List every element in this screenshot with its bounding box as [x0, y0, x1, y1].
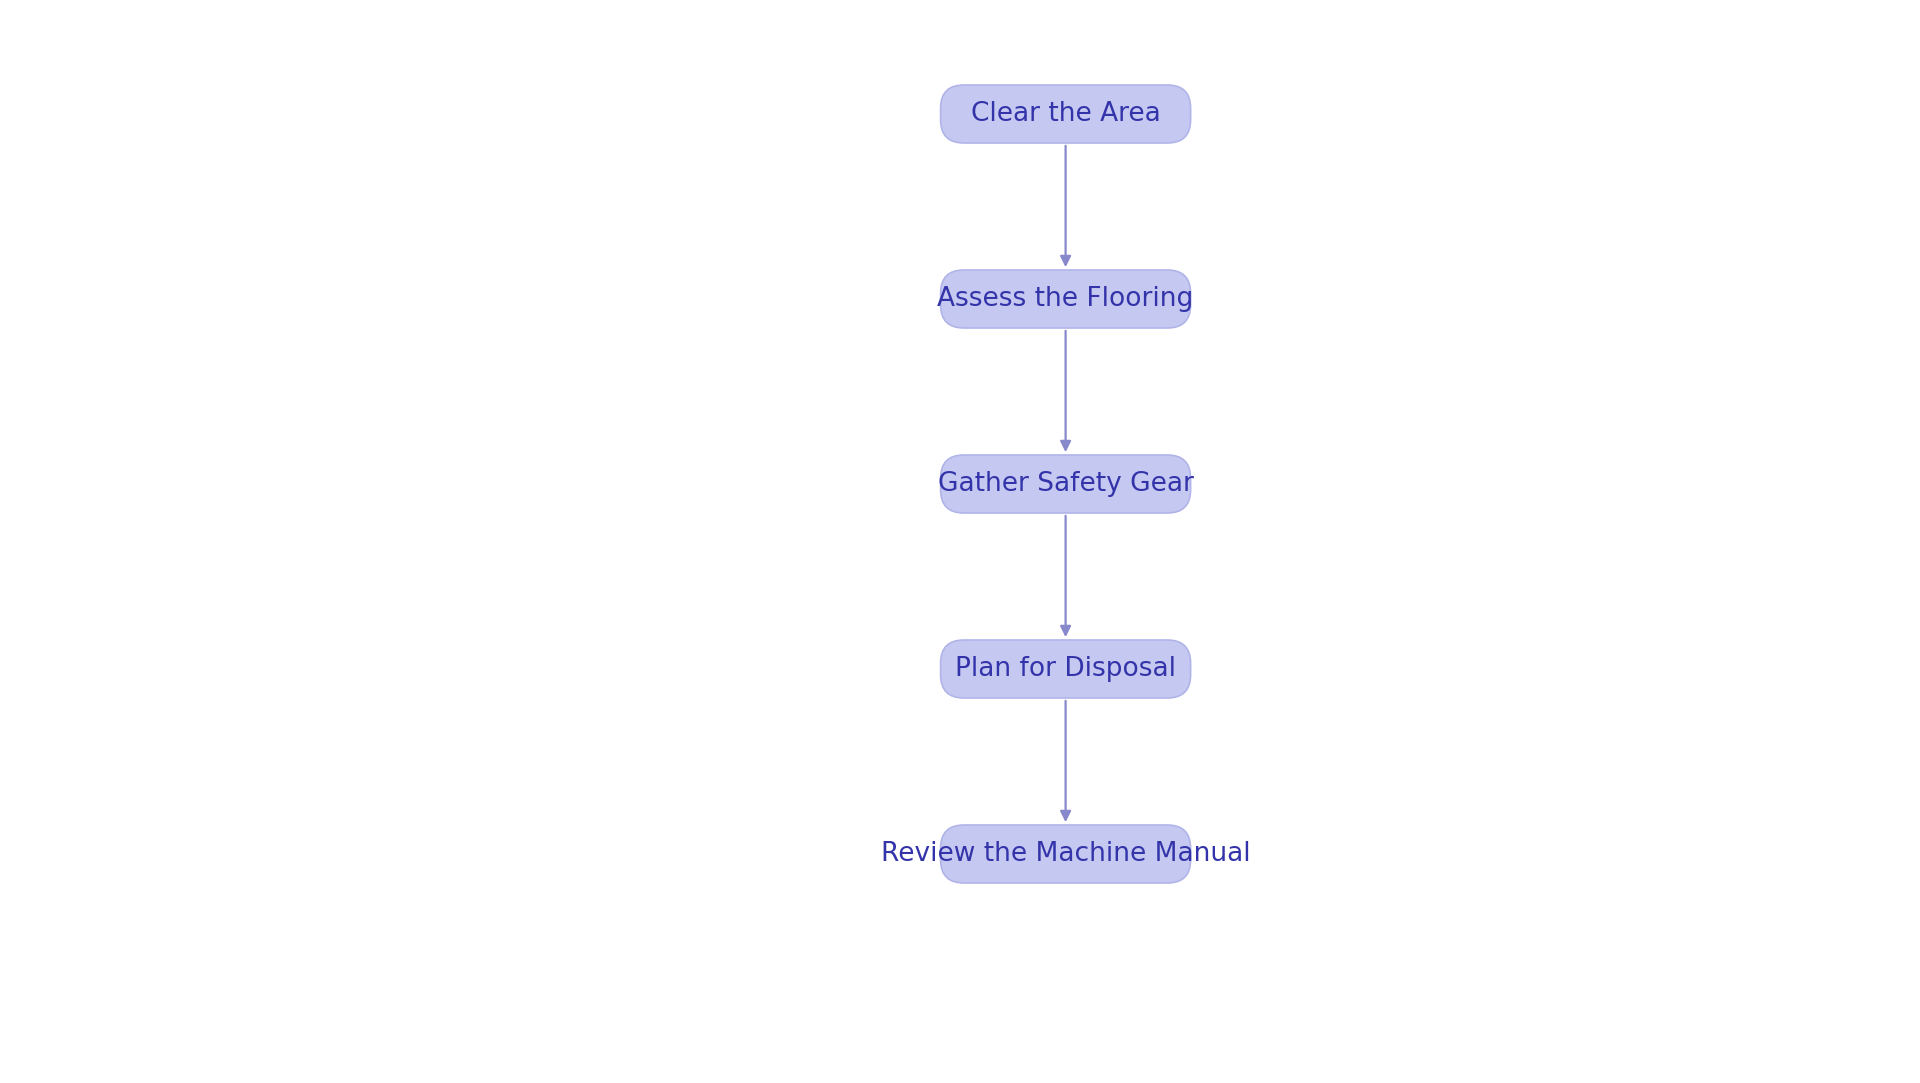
FancyBboxPatch shape	[941, 640, 1190, 699]
FancyBboxPatch shape	[941, 270, 1190, 328]
FancyBboxPatch shape	[941, 84, 1190, 143]
FancyBboxPatch shape	[941, 455, 1190, 513]
Text: Review the Machine Manual: Review the Machine Manual	[881, 841, 1250, 867]
Text: Plan for Disposal: Plan for Disposal	[954, 656, 1177, 682]
Text: Clear the Area: Clear the Area	[972, 101, 1160, 127]
Text: Assess the Flooring: Assess the Flooring	[937, 286, 1194, 312]
Text: Gather Safety Gear: Gather Safety Gear	[937, 471, 1194, 497]
FancyBboxPatch shape	[941, 825, 1190, 883]
